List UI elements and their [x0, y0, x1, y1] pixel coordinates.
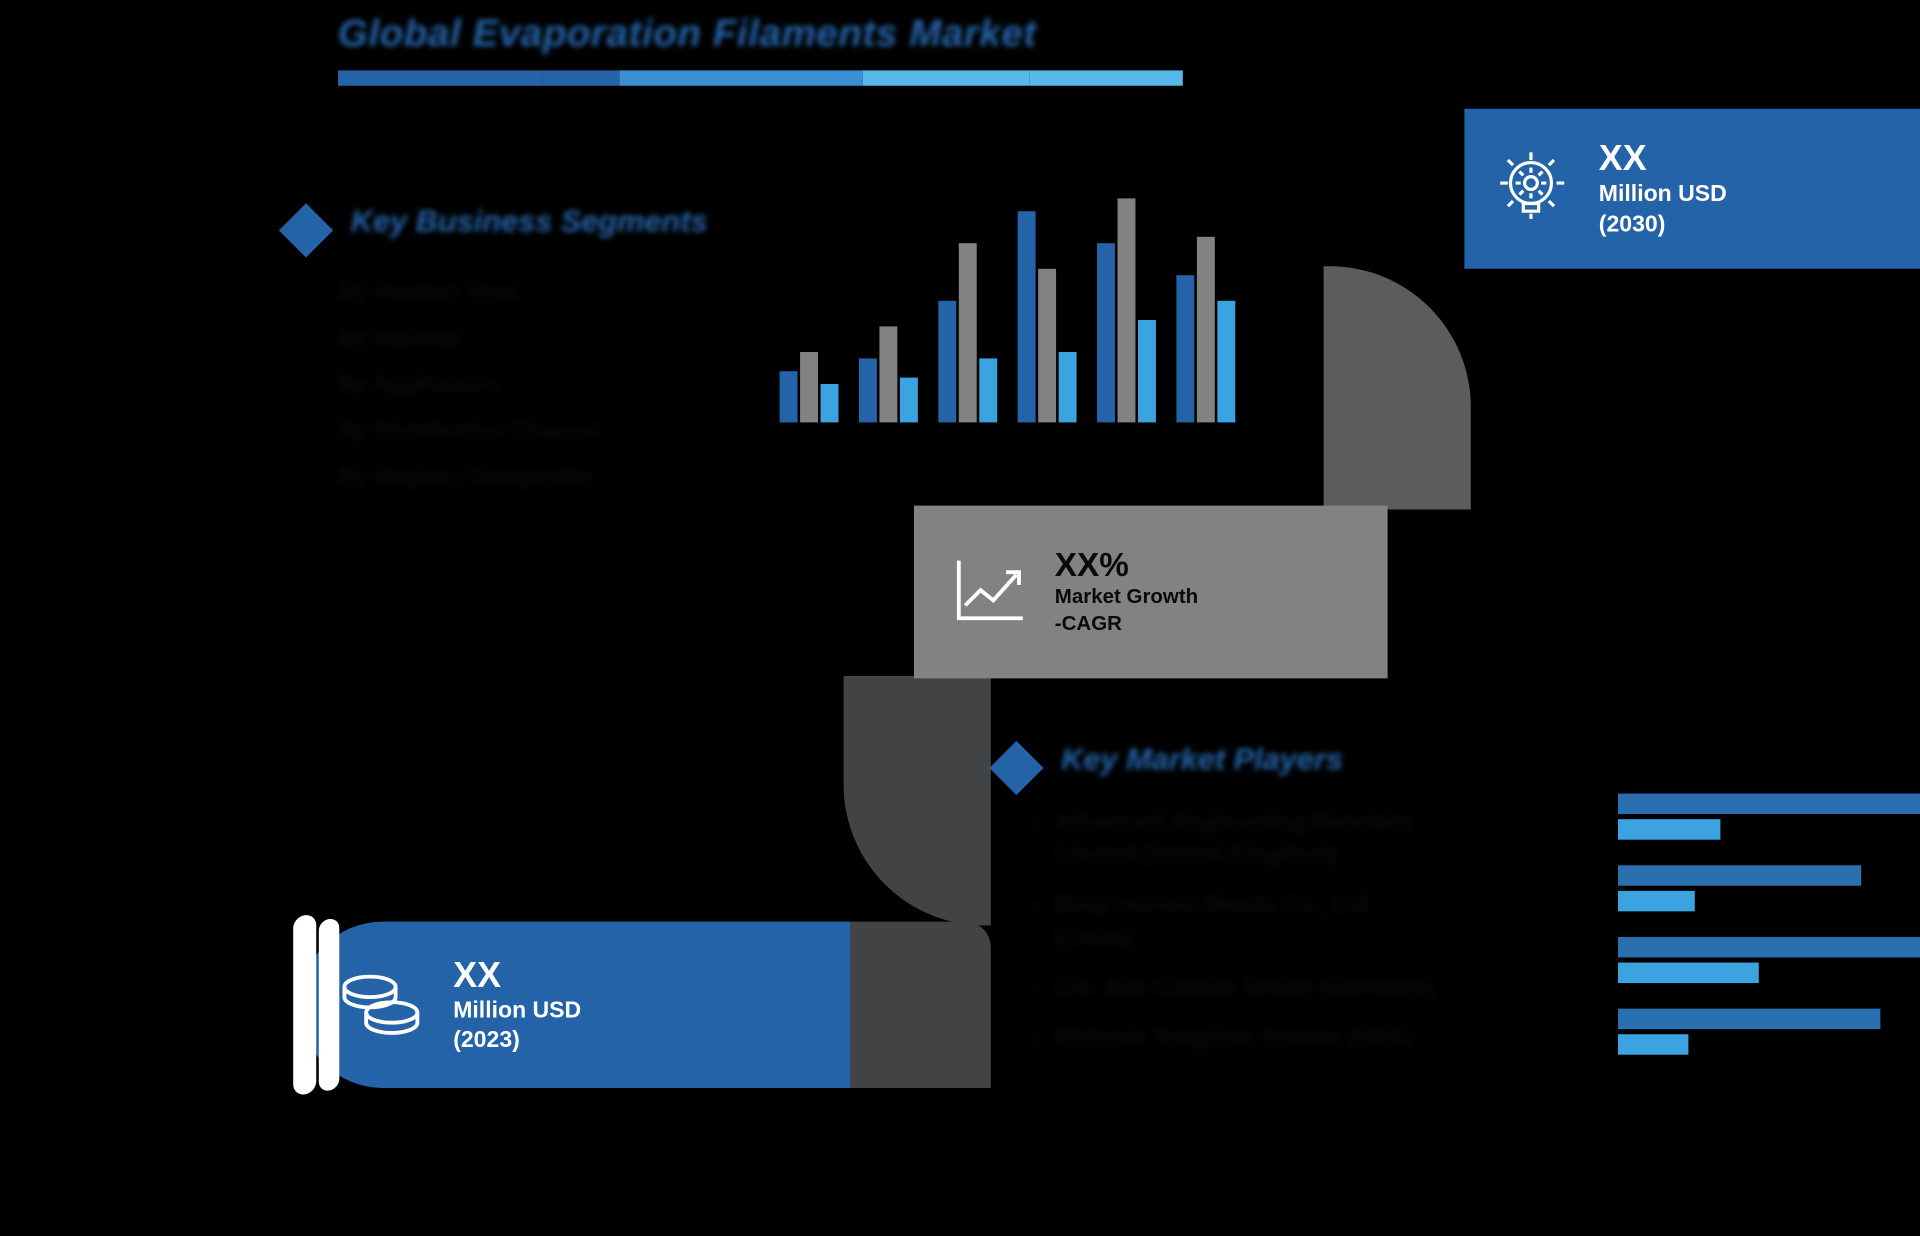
bar: [979, 358, 997, 422]
segment-item: By Material: [338, 315, 600, 361]
hbar-row: [1618, 865, 1920, 911]
ribbon-start-2023: XX Million USD (2023): [300, 922, 850, 1088]
segment-item: By Distribution Channel: [338, 407, 600, 453]
bar: [879, 326, 897, 422]
ribbon-mid-cagr: XX% Market Growth -CAGR: [914, 506, 1388, 679]
segment-item: By Region / Geography: [338, 453, 600, 499]
players-heading: Key Market Players: [1061, 742, 1343, 778]
hbar: [1618, 865, 1861, 885]
value-text: XX: [1599, 138, 1727, 179]
ribbon-endcap-icon: [319, 918, 339, 1092]
players-list-wrap: Advanced Engineering Materials Limited (…: [1029, 806, 1439, 1071]
hbar: [1618, 963, 1759, 983]
page-title: Global Evaporation Filaments Market: [338, 13, 1037, 57]
title-bar-segment: [863, 70, 1029, 85]
lightbulb-gear-icon: [1490, 144, 1573, 234]
hbar: [1618, 819, 1720, 839]
hbar: [1618, 891, 1695, 911]
title-bar-segment: [786, 70, 863, 85]
hbar: [1618, 794, 1920, 814]
hbar: [1618, 1009, 1880, 1029]
year-text: (2023): [453, 1025, 581, 1055]
bar: [1118, 198, 1136, 422]
ribbon-end-2030: XX Million USD (2030): [1464, 109, 1920, 269]
hbar: [1618, 1034, 1688, 1054]
bar-group: [1018, 211, 1077, 422]
bar: [959, 243, 977, 422]
value-cagr: XX% Market Growth -CAGR: [1055, 546, 1198, 639]
value-2023: XX Million USD (2023): [453, 954, 581, 1055]
ribbon-connector: [1324, 266, 1471, 509]
bar: [1176, 275, 1194, 422]
diamond-bullet-icon: [989, 741, 1043, 795]
bar: [1038, 269, 1056, 423]
value-text: XX%: [1055, 546, 1198, 586]
bar: [1138, 320, 1156, 422]
unit-text: Million USD: [453, 995, 581, 1025]
bar: [1018, 211, 1036, 422]
unit-text: Million USD: [1599, 179, 1727, 209]
bar: [821, 384, 839, 422]
bar: [900, 378, 918, 423]
bar: [1197, 237, 1215, 423]
title-bar-segment: [1029, 70, 1183, 85]
bar-group: [1097, 198, 1156, 422]
year-text: (2030): [1599, 209, 1727, 239]
segment-item: By Application: [338, 361, 600, 407]
hbar-row: [1618, 1009, 1920, 1055]
hbar-row: [1618, 794, 1920, 840]
segment-item: By Product Type: [338, 269, 600, 315]
diamond-bullet-icon: [279, 203, 333, 257]
label-text: -CAGR: [1055, 612, 1198, 639]
title-underline-bar: [338, 70, 1183, 85]
ribbon-endcap-icon: [293, 914, 316, 1096]
player-item: Advanced Engineering Materials Limited (…: [1055, 806, 1439, 870]
player-item: Midwest Tungsten Service (USA): [1055, 1021, 1439, 1053]
value-text: XX: [453, 954, 581, 995]
ribbon-connector: [844, 676, 991, 926]
player-item: Chr. Bilk-Candor GmbH (Germany): [1055, 971, 1439, 1003]
bar: [800, 352, 818, 422]
segments-heading: Key Business Segments: [351, 205, 708, 241]
value-2030: XX Million USD (2030): [1599, 138, 1727, 239]
bar: [780, 371, 798, 422]
bar: [1217, 301, 1235, 423]
growth-chart-icon: [952, 554, 1029, 631]
coins-icon: [338, 963, 428, 1046]
bar: [938, 301, 956, 423]
bar: [1097, 243, 1115, 422]
segments-list: By Product TypeBy MaterialBy Application…: [338, 269, 600, 499]
bar: [859, 358, 877, 422]
bar-group: [1176, 237, 1235, 423]
players-hbar-chart: [1618, 794, 1920, 1073]
player-item: Baoji Hanwei Metals Co., Ltd (China): [1055, 889, 1439, 953]
hbar-row: [1618, 937, 1920, 983]
bar-group: [859, 326, 918, 422]
bar-group: [780, 352, 839, 422]
bar: [1059, 352, 1077, 422]
label-text: Market Growth: [1055, 585, 1198, 612]
growth-bar-chart: [780, 166, 1248, 422]
title-bar-segment: [543, 70, 620, 85]
title-bar-segment: [338, 70, 543, 85]
hbar: [1618, 937, 1920, 957]
title-bar-segment: [620, 70, 786, 85]
bar-group: [938, 243, 997, 422]
